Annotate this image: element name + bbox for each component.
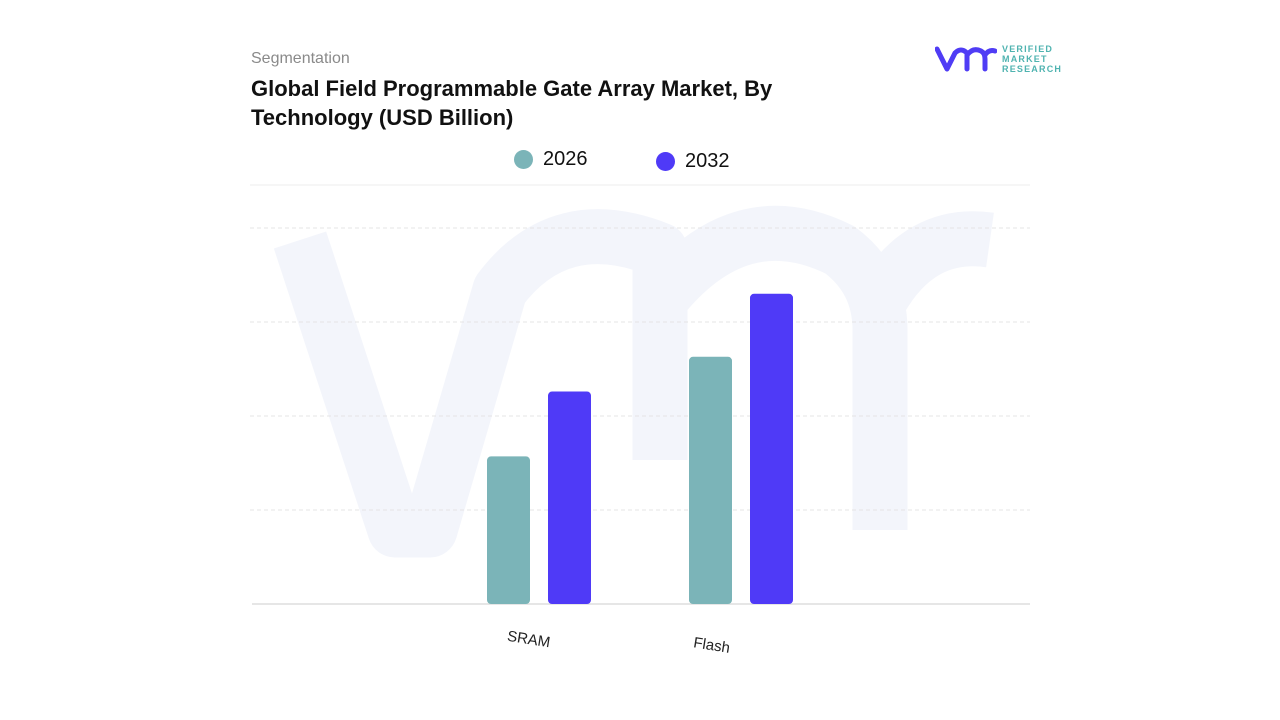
- legend-item-2026[interactable]: 2026: [514, 148, 588, 171]
- logo-line-1: VERIFIED: [1002, 44, 1054, 54]
- segment-label: Segmentation: [251, 50, 350, 67]
- legend-swatch-2032: [656, 152, 675, 171]
- watermark: [273, 205, 994, 558]
- x-tick-label-flash: Flash: [692, 634, 731, 657]
- logo-line-3: RESEARCH: [1002, 64, 1063, 74]
- legend-label: 2026: [543, 148, 588, 170]
- x-tick-label-sram: SRAM: [506, 628, 551, 652]
- legend-swatch-2026: [514, 150, 533, 169]
- bar-sram-2032[interactable]: [548, 391, 591, 604]
- chart-title: Global Field Programmable Gate Array Mar…: [251, 76, 773, 130]
- legend: 2026 2032: [0, 148, 1280, 174]
- logo-line-2: MARKET: [1002, 54, 1048, 64]
- bar-flash-2032[interactable]: [750, 293, 793, 604]
- vmr-logo-icon: [935, 46, 997, 72]
- bar-flash-2026[interactable]: [689, 356, 732, 604]
- legend-label: 2032: [685, 150, 730, 172]
- legend-item-2032[interactable]: 2032: [656, 150, 730, 173]
- bar-sram-2026[interactable]: [487, 456, 530, 604]
- vmr-logo: VERIFIED MARKET RESEARCH: [935, 44, 1062, 74]
